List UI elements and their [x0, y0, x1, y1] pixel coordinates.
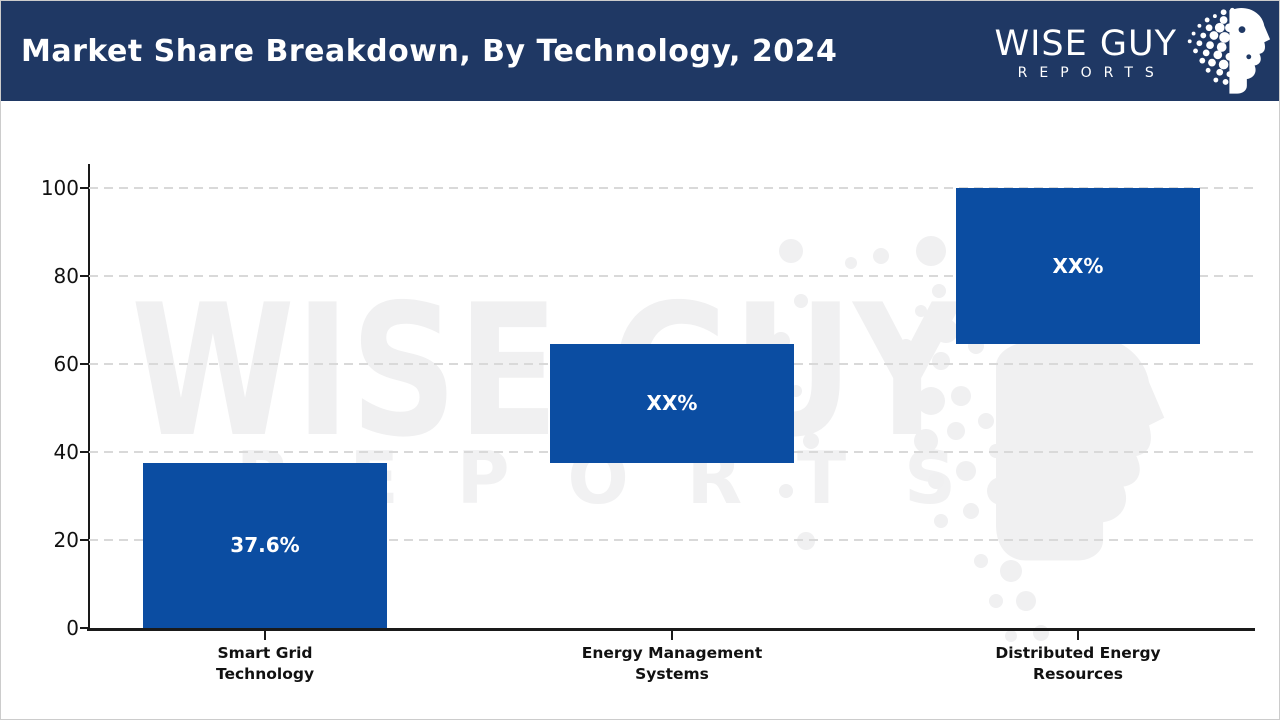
- y-tick-label: 100: [40, 176, 79, 200]
- y-gridline: [89, 539, 1255, 541]
- x-category-label-line: Smart Grid: [217, 644, 313, 662]
- x-category-label: Energy Management Systems: [532, 643, 812, 685]
- x-category-label: Smart Grid Technology: [125, 643, 405, 685]
- bar-segment: [143, 462, 387, 628]
- logo-name-text: WISE GUY: [994, 23, 1177, 64]
- y-tick-mark: [80, 539, 89, 541]
- x-category-label-line: Energy Management: [581, 644, 763, 662]
- y-gridline: [89, 187, 1255, 189]
- x-tick-mark: [264, 631, 266, 640]
- y-tick-label: 0: [66, 616, 79, 640]
- y-tick-mark: [80, 627, 89, 629]
- x-axis-line: [87, 628, 1255, 631]
- logo-head-icon: [1187, 7, 1271, 94]
- y-tick-label: 20: [53, 528, 79, 552]
- x-category-label-line: Technology: [215, 665, 315, 683]
- bar-segment: [550, 344, 794, 463]
- x-tick-mark: [671, 631, 673, 640]
- bar-value-label: 37.6%: [230, 533, 300, 558]
- x-category-label-line: Systems: [635, 665, 709, 683]
- bar-value-label: XX%: [1052, 254, 1104, 279]
- bar-segment: [956, 188, 1200, 345]
- y-tick-label: 60: [53, 352, 79, 376]
- x-category-label: Distributed Energy Resources: [938, 643, 1218, 685]
- bar-value-label: XX%: [646, 391, 698, 416]
- y-gridline: [89, 275, 1255, 277]
- x-tick-mark: [1077, 631, 1079, 640]
- brand-logo: WISE GUY REPORTS: [994, 5, 1273, 95]
- logo-subtitle-text: REPORTS: [1017, 64, 1166, 81]
- y-tick-mark: [80, 451, 89, 453]
- y-tick-label: 80: [53, 264, 79, 288]
- y-tick-mark: [80, 275, 89, 277]
- y-tick-mark: [80, 363, 89, 365]
- y-tick-mark: [80, 187, 89, 189]
- y-axis-line: [88, 164, 90, 631]
- chart-canvas: WISE GUY REPORTS: [1, 101, 1279, 719]
- logo-wordmark: WISE GUY REPORTS: [994, 25, 1177, 82]
- x-category-label-line: Resources: [1033, 665, 1123, 683]
- y-tick-label: 40: [53, 440, 79, 464]
- page-title: Market Share Breakdown, By Technology, 2…: [21, 33, 838, 69]
- header: Market Share Breakdown, By Technology, 2…: [1, 1, 1279, 101]
- x-category-label-line: Distributed Energy: [995, 644, 1161, 662]
